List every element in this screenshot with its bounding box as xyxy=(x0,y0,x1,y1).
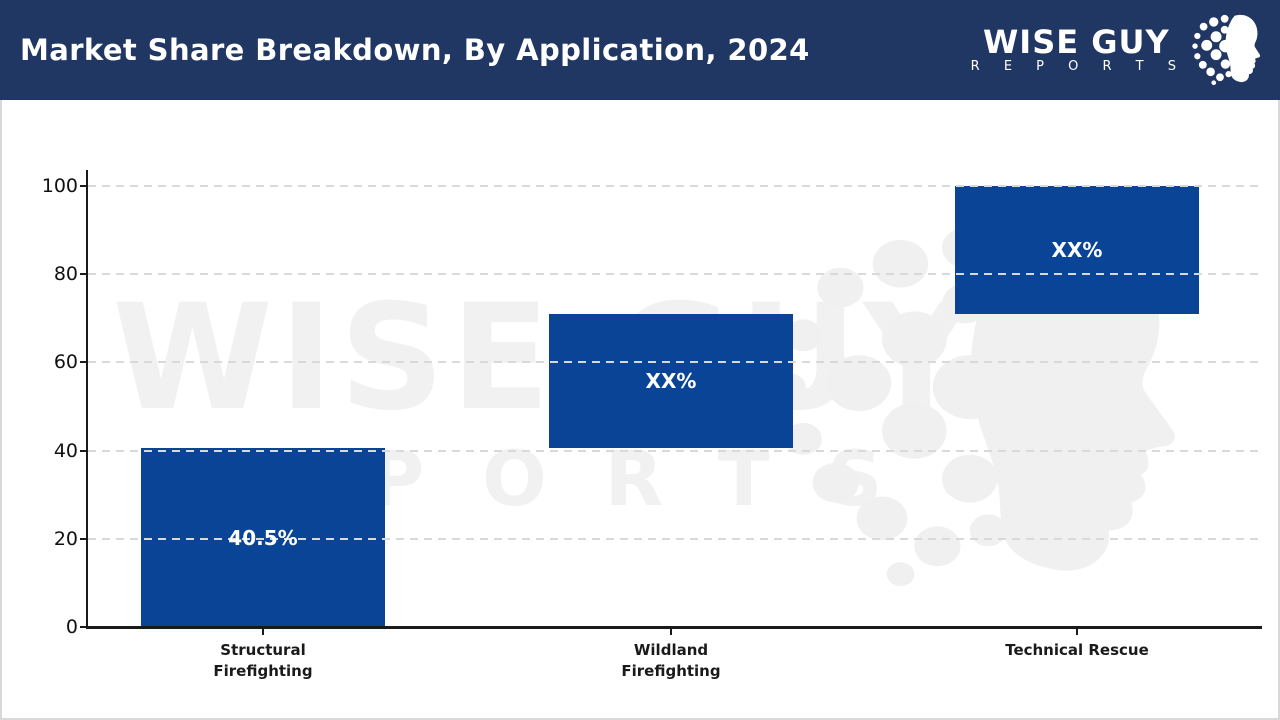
y-tick-mark xyxy=(80,185,88,187)
y-axis-line xyxy=(86,170,88,629)
x-category-label-line: Firefighting xyxy=(213,662,313,680)
x-category-label: Wildland Firefighting xyxy=(521,640,821,682)
x-category-label: Technical Rescue xyxy=(927,640,1227,661)
x-category-label-line: Structural xyxy=(220,641,306,659)
logo-text: WISE GUY R E P O R T S xyxy=(967,25,1186,75)
y-tick-mark xyxy=(80,361,88,364)
dotted-head-icon xyxy=(1192,14,1261,86)
x-axis-line xyxy=(86,626,1262,629)
x-category-label-line: Wildland xyxy=(633,641,709,659)
y-gridline xyxy=(88,361,1262,364)
page-title: Market Share Breakdown, By Application, … xyxy=(20,33,810,67)
bar-segment xyxy=(955,186,1199,314)
watermark-text-line1: WISE GUY xyxy=(112,273,976,443)
x-tick-mark xyxy=(262,629,264,635)
y-tick-mark xyxy=(80,449,88,452)
y-tick-label: 40 xyxy=(53,439,78,462)
y-gridline xyxy=(88,185,1262,187)
y-tick-mark xyxy=(80,626,88,628)
logo-subtitle: R E P O R T S xyxy=(970,59,1186,74)
y-tick-mark xyxy=(80,537,88,540)
bar-value-label: XX% xyxy=(1051,237,1103,262)
bar-segment xyxy=(141,448,385,627)
x-category-label: Structural Firefighting xyxy=(113,640,413,682)
y-tick-mark xyxy=(80,273,88,276)
wise-guy-logo: WISE GUY R E P O R T S xyxy=(967,8,1280,92)
y-tick-label: 80 xyxy=(53,263,78,286)
y-tick-label: 0 xyxy=(65,616,78,638)
x-tick-mark xyxy=(1076,629,1078,635)
bar-value-label: 40.5% xyxy=(228,525,298,550)
x-category-label-line: Firefighting xyxy=(621,662,721,680)
content-border xyxy=(0,100,1280,720)
logo-wordmark: WISE GUY xyxy=(982,23,1170,61)
bar-segment xyxy=(549,313,793,449)
x-category-label-line: Technical Rescue xyxy=(1005,641,1149,659)
header: Market Share Breakdown, By Application, … xyxy=(0,0,1280,100)
y-tick-label: 100 xyxy=(41,175,78,197)
y-tick-label: 20 xyxy=(53,527,78,550)
y-gridline xyxy=(88,273,1262,276)
y-gridline xyxy=(88,449,1262,452)
y-tick-label: 60 xyxy=(53,351,78,374)
x-tick-mark xyxy=(670,629,672,635)
bar-value-label: XX% xyxy=(645,369,697,394)
y-gridline xyxy=(88,537,1262,540)
